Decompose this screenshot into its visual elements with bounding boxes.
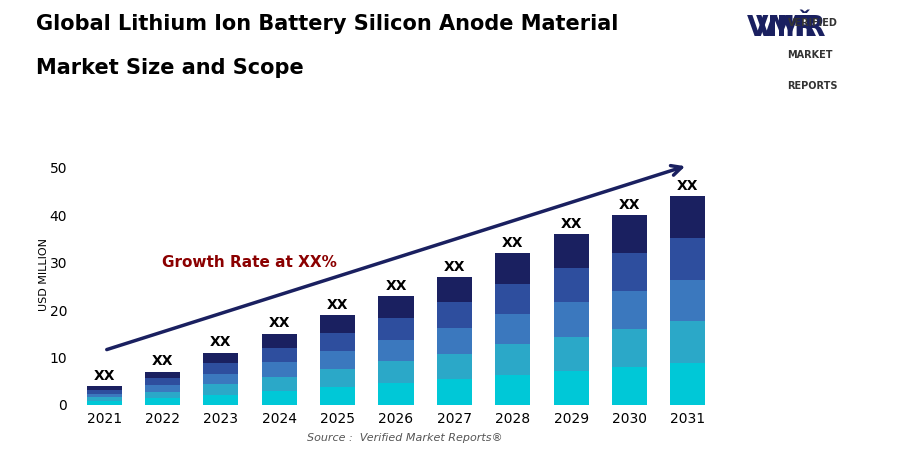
Bar (379, 339, 413, 361)
Bar (320, 351, 356, 369)
Bar (495, 344, 530, 375)
Bar (379, 318, 413, 339)
Text: MARKET: MARKET (788, 50, 833, 59)
Bar (203, 395, 238, 405)
Text: Market Size and Scope: Market Size and Scope (36, 58, 304, 78)
Bar (436, 328, 472, 354)
Bar (262, 348, 297, 362)
Bar (86, 390, 122, 394)
Bar (495, 284, 530, 314)
Bar (612, 367, 647, 405)
Bar (86, 401, 122, 405)
Bar (320, 315, 356, 333)
Bar (612, 329, 647, 367)
Bar (612, 215, 647, 253)
Text: Global Lithium Ion Battery Silicon Anode Material: Global Lithium Ion Battery Silicon Anode… (36, 14, 618, 33)
Text: XX: XX (619, 198, 640, 212)
Bar (320, 387, 356, 405)
Bar (495, 375, 530, 405)
Bar (145, 385, 180, 392)
Text: REPORTS: REPORTS (788, 81, 838, 91)
Bar (145, 372, 180, 378)
Text: XX: XX (677, 179, 698, 193)
Bar (86, 397, 122, 401)
Bar (203, 363, 238, 374)
Bar (379, 383, 413, 405)
Bar (670, 196, 706, 238)
Bar (145, 398, 180, 405)
Bar (612, 253, 647, 291)
Bar (145, 378, 180, 385)
Bar (495, 314, 530, 344)
Bar (670, 321, 706, 363)
Bar (320, 369, 356, 387)
Bar (145, 392, 180, 398)
Bar (203, 374, 238, 384)
Text: Source :  Verified Market Reports®: Source : Verified Market Reports® (307, 433, 503, 443)
Bar (554, 268, 589, 302)
Bar (436, 277, 472, 302)
Bar (436, 302, 472, 328)
Bar (262, 362, 297, 377)
Bar (262, 377, 297, 391)
Text: XX: XX (502, 236, 524, 250)
Bar (554, 234, 589, 268)
Text: XX: XX (444, 260, 465, 274)
Text: XX: XX (152, 355, 173, 369)
Text: VMR: VMR (756, 14, 826, 41)
Bar (379, 361, 413, 383)
Bar (436, 379, 472, 405)
Bar (495, 253, 530, 284)
Bar (670, 238, 706, 280)
Text: XX: XX (385, 279, 407, 292)
Text: XX: XX (561, 217, 582, 231)
Text: XX: XX (210, 336, 231, 350)
Text: XX: XX (268, 316, 290, 330)
Bar (379, 296, 413, 318)
Bar (203, 353, 238, 363)
Text: VMŘ: VMŘ (747, 14, 817, 41)
Bar (436, 354, 472, 379)
Text: XX: XX (94, 369, 115, 382)
Bar (320, 333, 356, 351)
Bar (262, 334, 297, 348)
Bar (554, 302, 589, 337)
Bar (262, 391, 297, 405)
Bar (670, 280, 706, 321)
Text: VERIFIED: VERIFIED (788, 18, 837, 28)
Bar (554, 371, 589, 405)
Y-axis label: USD MILLION: USD MILLION (39, 238, 49, 311)
Bar (670, 363, 706, 405)
Text: Growth Rate at XX%: Growth Rate at XX% (163, 255, 338, 270)
Text: XX: XX (327, 297, 348, 311)
Bar (86, 394, 122, 397)
Bar (612, 291, 647, 329)
Bar (203, 384, 238, 395)
Bar (554, 337, 589, 371)
Bar (86, 386, 122, 390)
